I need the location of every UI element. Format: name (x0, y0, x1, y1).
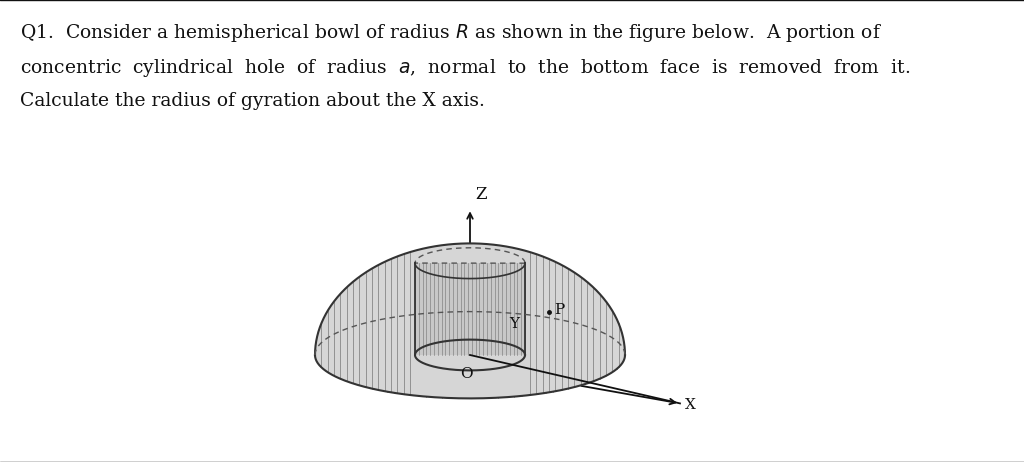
Text: Q1.  Consider a hemispherical bowl of radius $R$ as shown in the figure below.  : Q1. Consider a hemispherical bowl of rad… (20, 22, 882, 44)
Text: Calculate the radius of gyration about the X axis.: Calculate the radius of gyration about t… (20, 92, 485, 110)
Text: X: X (685, 398, 696, 413)
Polygon shape (415, 263, 525, 355)
Polygon shape (315, 243, 625, 398)
Text: O: O (460, 367, 473, 381)
Text: P: P (554, 303, 564, 317)
Text: Y: Y (509, 317, 519, 331)
Text: concentric  cylindrical  hole  of  radius  $a$,  normal  to  the  bottom  face  : concentric cylindrical hole of radius $a… (20, 57, 910, 79)
Ellipse shape (315, 311, 625, 398)
Text: Z: Z (475, 186, 486, 203)
